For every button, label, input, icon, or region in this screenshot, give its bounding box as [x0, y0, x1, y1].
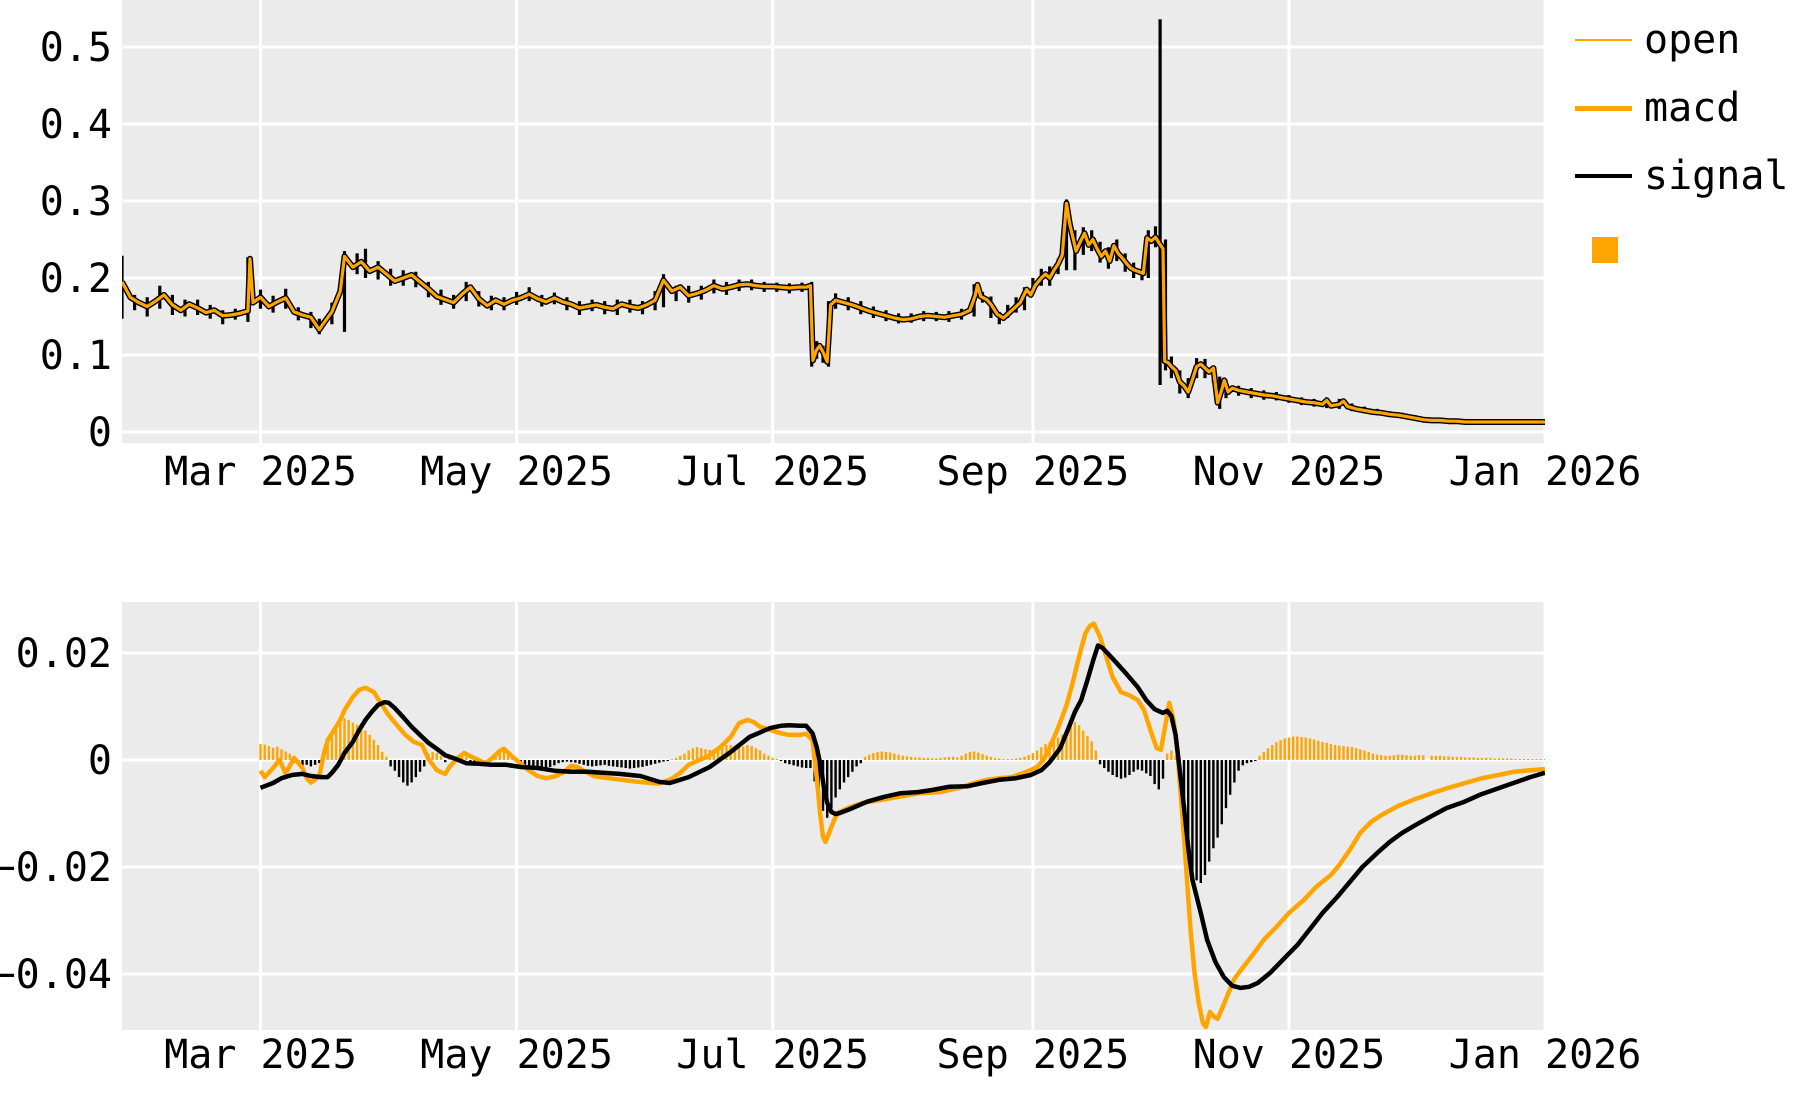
y-tick-label: −0.02	[0, 845, 112, 891]
price-plot-area	[122, 19, 1545, 425]
macd-line	[258, 621, 1545, 1030]
y-tick-label: 0.2	[40, 256, 112, 302]
x-tick-label: Jan 2026	[1449, 449, 1642, 495]
legend: open macd signal	[1575, 0, 1800, 300]
x-tick-label: May 2025	[420, 449, 613, 495]
legend-item-signal: signal	[1575, 142, 1789, 210]
x-tick-label: Sep 2025	[937, 1032, 1130, 1078]
macd-plot-area	[258, 621, 1545, 1030]
macd-line-swatch	[1575, 105, 1632, 111]
legend-label-open: open	[1644, 17, 1741, 63]
y-tick-label: 0	[88, 738, 112, 784]
histogram-square-swatch	[1592, 237, 1618, 263]
open-line-swatch	[1575, 38, 1632, 42]
x-tick-label: Nov 2025	[1193, 449, 1386, 495]
y-tick-label: 0.5	[40, 25, 112, 71]
signal-line-swatch	[1575, 174, 1632, 178]
x-tick-label: May 2025	[420, 1032, 613, 1078]
price-panel-bg	[122, 0, 1545, 443]
x-tick-label: Nov 2025	[1193, 1032, 1386, 1078]
x-tick-label: Mar 2025	[164, 449, 357, 495]
legend-label-macd: macd	[1644, 85, 1741, 131]
x-tick-label: Jan 2026	[1449, 1032, 1642, 1078]
x-tick-label: Jul 2025	[676, 1032, 869, 1078]
y-tick-label: 0	[88, 410, 112, 456]
y-tick-label: 0.02	[16, 631, 112, 677]
signal-line	[259, 643, 1545, 991]
open-line	[122, 201, 1545, 424]
x-tick-label: Sep 2025	[937, 449, 1130, 495]
legend-item-macd: macd	[1575, 74, 1740, 142]
x-tick-label: Jul 2025	[676, 449, 869, 495]
y-tick-label: 0.3	[40, 179, 112, 225]
legend-item-histogram	[1575, 216, 1630, 284]
legend-label-signal: signal	[1644, 153, 1789, 199]
x-tick-label: Mar 2025	[164, 1032, 357, 1078]
y-tick-label: −0.04	[0, 952, 112, 998]
macd-histogram	[259, 718, 1545, 884]
y-tick-label: 0.4	[40, 102, 112, 148]
y-tick-label: 0.1	[40, 333, 112, 379]
legend-item-open: open	[1575, 6, 1740, 74]
